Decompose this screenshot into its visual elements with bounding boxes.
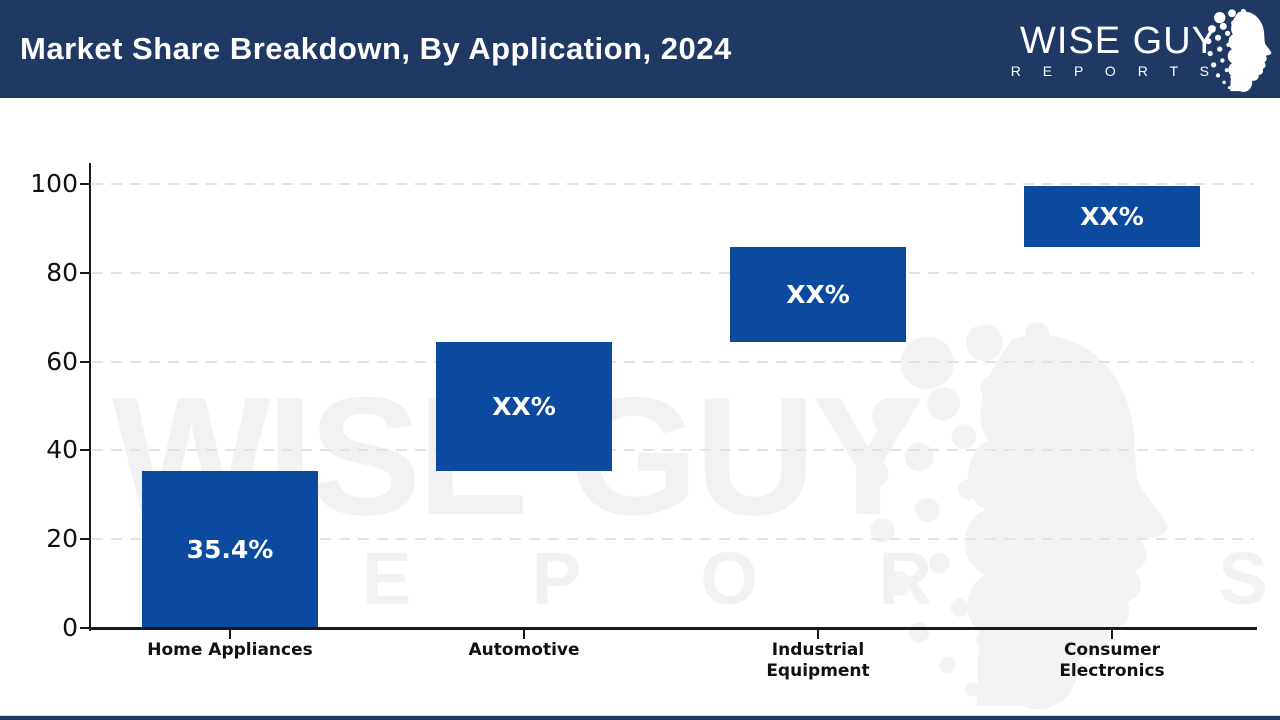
x-category-label-3: Consumer Electronics <box>1059 640 1165 681</box>
bar-value-label: 35.4% <box>186 534 274 564</box>
x-category-label-2: Industrial Equipment <box>766 640 870 681</box>
bar-automotive: XX% <box>436 341 612 471</box>
wise-guy-reports-logo: WISE GUY R E P O R T S <box>1011 4 1274 96</box>
y-tick-label-40: 40 <box>46 435 78 465</box>
bar-value-label: XX% <box>786 279 850 309</box>
logo-wiseguy-text: WISE GUY <box>1019 19 1218 62</box>
y-tick-label-20: 20 <box>46 524 78 554</box>
footer-divider <box>0 715 1280 716</box>
x-category-label-1: Automotive <box>468 640 580 660</box>
gridline-80 <box>92 271 1254 274</box>
y-tick-mark-100 <box>80 183 89 185</box>
x-tick-mark-0 <box>229 630 231 639</box>
y-tick-label-100: 100 <box>30 169 78 198</box>
y-tick-mark-0 <box>80 627 89 629</box>
y-tick-label-80: 80 <box>46 257 78 287</box>
y-tick-label-0: 0 <box>62 613 78 642</box>
dotted-head-profile-icon <box>1205 8 1272 92</box>
x-tick-mark-1 <box>523 630 525 639</box>
y-tick-label-60: 60 <box>46 346 78 376</box>
y-tick-mark-40 <box>80 449 89 452</box>
y-tick-mark-20 <box>80 538 89 541</box>
x-tick-mark-3 <box>1111 630 1113 639</box>
y-tick-mark-80 <box>80 271 89 274</box>
chart-title: Market Share Breakdown, By Application, … <box>20 31 732 66</box>
gridline-60 <box>92 360 1254 363</box>
gridline-20 <box>92 538 1254 541</box>
bar-consumer-electronics: XX% <box>1024 186 1200 248</box>
header-band: Market Share Breakdown, By Application, … <box>0 0 1280 98</box>
x-tick-mark-2 <box>817 630 819 639</box>
bar-value-label: XX% <box>1080 202 1144 232</box>
footer-accent-bar <box>0 716 1280 720</box>
bar-industrial-equipment: XX% <box>730 247 906 342</box>
logo-text: WISE GUY R E P O R T S <box>1011 21 1218 80</box>
y-axis-line <box>89 163 91 631</box>
gridline-40 <box>92 449 1254 452</box>
y-tick-mark-60 <box>80 360 89 363</box>
bar-home-appliances: 35.4% <box>142 470 318 628</box>
x-category-label-0: Home Appliances <box>147 640 313 660</box>
gridline-100 <box>92 183 1254 185</box>
logo-reports-text: R E P O R T S <box>1010 62 1218 79</box>
logo-dotted-head-profile-icon <box>1204 6 1274 94</box>
bar-value-label: XX% <box>492 391 556 421</box>
x-axis-line <box>89 627 1257 630</box>
